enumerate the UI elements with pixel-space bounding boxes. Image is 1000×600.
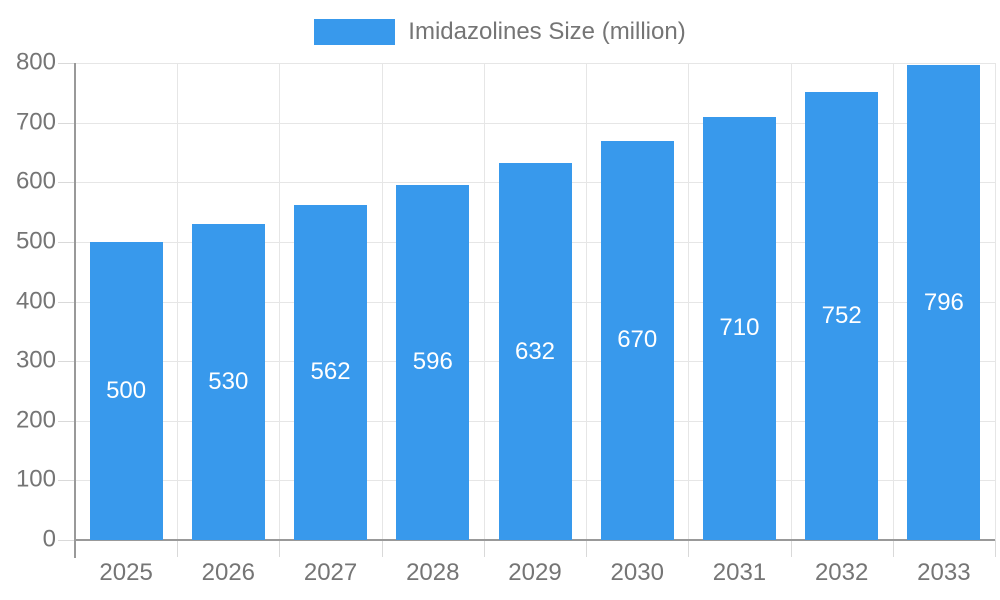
x-axis-tick — [790, 540, 792, 557]
y-axis-label: 400 — [15, 286, 56, 314]
bar[interactable] — [191, 223, 265, 540]
bar-value-label: 670 — [617, 326, 658, 354]
y-axis-tick — [58, 63, 75, 64]
x-axis-label: 2033 — [917, 559, 971, 586]
y-axis-tick — [58, 301, 75, 303]
y-axis-tick — [58, 182, 75, 184]
y-axis-tick — [58, 122, 75, 124]
vgrid-line — [483, 63, 485, 540]
y-axis-line — [74, 63, 76, 558]
bar-value-label: 562 — [310, 358, 351, 386]
y-axis-label: 300 — [15, 346, 56, 374]
vgrid-line — [279, 63, 281, 540]
legend-swatch — [314, 19, 396, 45]
y-axis-label: 700 — [15, 108, 56, 136]
x-axis-label: 2026 — [201, 559, 256, 586]
legend[interactable]: Imidazolines Size (million) — [0, 18, 1000, 46]
x-axis-tick — [279, 540, 281, 557]
x-axis-tick — [586, 540, 588, 557]
bar[interactable] — [396, 184, 470, 540]
x-axis-label: 2028 — [406, 559, 460, 586]
vgrid-line — [586, 63, 588, 540]
hgrid-line — [75, 122, 995, 124]
x-axis-label: 2027 — [303, 559, 358, 586]
bar-value-label: 500 — [106, 376, 147, 404]
bar[interactable] — [294, 204, 368, 540]
bar-value-label: 596 — [412, 348, 453, 376]
x-axis-tick — [177, 540, 179, 557]
y-axis-label: 0 — [42, 525, 56, 553]
vgrid-line — [892, 63, 894, 540]
y-axis-label: 800 — [15, 48, 56, 76]
legend-label: Imidazolines Size (million) — [408, 18, 686, 45]
x-axis-tick — [381, 540, 383, 557]
bar-value-label: 752 — [821, 301, 862, 329]
y-axis-tick — [58, 241, 75, 243]
x-axis-label: 2031 — [712, 559, 767, 586]
x-axis-label: 2032 — [814, 559, 869, 586]
vgrid-line — [790, 63, 792, 540]
bar[interactable] — [498, 163, 572, 540]
vgrid-line — [688, 63, 690, 540]
y-axis-label: 600 — [15, 167, 56, 195]
bar[interactable] — [805, 91, 879, 540]
y-axis-label: 500 — [15, 227, 56, 255]
x-axis-label: 2025 — [99, 559, 153, 586]
y-axis-tick — [58, 480, 75, 482]
x-axis-tick — [995, 540, 996, 557]
x-axis-tick — [688, 540, 690, 557]
x-axis-tick — [483, 540, 485, 557]
vgrid-line — [381, 63, 383, 540]
x-axis-line — [74, 539, 995, 541]
x-axis-tick — [892, 540, 894, 557]
bar[interactable] — [600, 140, 674, 540]
y-axis-tick — [58, 540, 75, 541]
x-axis-label: 2029 — [508, 559, 562, 586]
bar[interactable] — [89, 241, 163, 540]
x-axis-label: 2030 — [610, 559, 664, 586]
vgrid-line — [177, 63, 179, 540]
y-axis-label: 100 — [15, 465, 56, 493]
y-axis-tick — [58, 361, 75, 363]
bar-value-label: 530 — [208, 367, 249, 395]
bar-value-label: 632 — [514, 337, 556, 365]
bar[interactable] — [907, 65, 981, 540]
vgrid-line — [995, 63, 996, 540]
hgrid-line — [75, 63, 995, 64]
y-axis-tick — [58, 420, 75, 422]
y-axis-label: 200 — [15, 406, 56, 434]
bar[interactable] — [702, 116, 776, 540]
bar-value-label: 796 — [923, 288, 964, 316]
bar-value-label: 710 — [719, 314, 760, 342]
